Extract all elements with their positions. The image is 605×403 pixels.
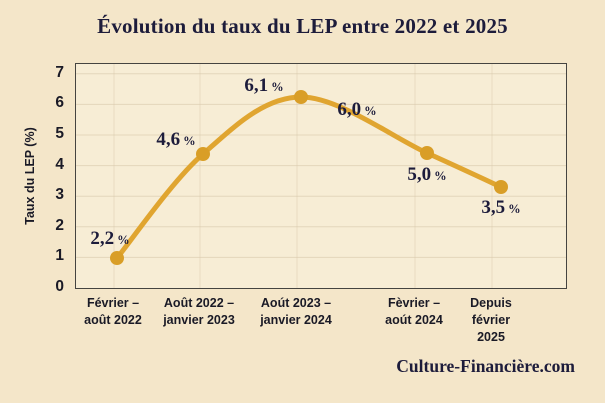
- value-label: 6,1%: [244, 75, 283, 97]
- value-number: 6,1: [244, 75, 269, 96]
- value-number: 3,5: [481, 197, 506, 218]
- value-label: 2,2%: [90, 228, 129, 250]
- y-tick-label: 7: [55, 63, 64, 81]
- chart-title: Évolution du taux du LEP entre 2022 et 2…: [97, 14, 508, 38]
- horizontal-gridlines: [76, 73, 566, 258]
- y-tick-label: 0: [55, 278, 64, 295]
- value-number: 4,6: [156, 129, 181, 150]
- x-tick-label: Août 2022 – janvier 2023: [163, 296, 235, 327]
- value-number: 5,0: [407, 164, 432, 185]
- percent-sign: %: [434, 169, 447, 183]
- y-tick-label: 3: [55, 186, 64, 204]
- data-point: [196, 147, 210, 161]
- percent-sign: %: [271, 80, 284, 94]
- percent-sign: %: [508, 202, 521, 216]
- value-label: 3,5%: [481, 197, 520, 219]
- data-point: [294, 90, 308, 104]
- plot-area: [75, 63, 567, 289]
- y-tick-label: 5: [55, 125, 64, 142]
- value-label: 5,0%: [407, 164, 446, 186]
- data-point: [110, 251, 124, 265]
- y-tick-label: 6: [55, 94, 64, 112]
- value-number: 6,0: [337, 99, 362, 120]
- y-tick-label: 4: [55, 155, 64, 173]
- data-point: [420, 146, 434, 160]
- x-tick-label: Aoút 2023 – janvier 2024: [260, 296, 332, 327]
- value-label: 4,6%: [156, 129, 195, 151]
- value-number: 2,2: [90, 228, 115, 249]
- y-tick-label: 2: [55, 216, 64, 234]
- data-point: [494, 180, 508, 194]
- x-tick-label: Février – août 2022: [84, 296, 142, 327]
- x-tick-label: Fèvrier – aoút 2024: [385, 296, 443, 327]
- y-tick-label: 1: [55, 247, 64, 265]
- percent-sign: %: [183, 134, 196, 148]
- line-chart: [76, 64, 566, 288]
- source-watermark: Culture-Financière.com: [396, 356, 575, 376]
- percent-sign: %: [364, 104, 377, 118]
- value-label: 6,0%: [337, 99, 376, 121]
- x-tick-label: Depuis février 2025: [470, 296, 512, 344]
- percent-sign: %: [117, 233, 130, 247]
- data-point-markers: [110, 90, 508, 265]
